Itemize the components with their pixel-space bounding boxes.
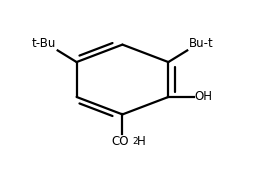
Text: t-Bu: t-Bu [32,37,56,50]
Text: H: H [136,135,145,148]
Text: Bu-t: Bu-t [188,37,212,50]
Text: CO: CO [111,135,128,148]
Text: OH: OH [194,90,212,103]
Text: 2: 2 [132,137,137,146]
